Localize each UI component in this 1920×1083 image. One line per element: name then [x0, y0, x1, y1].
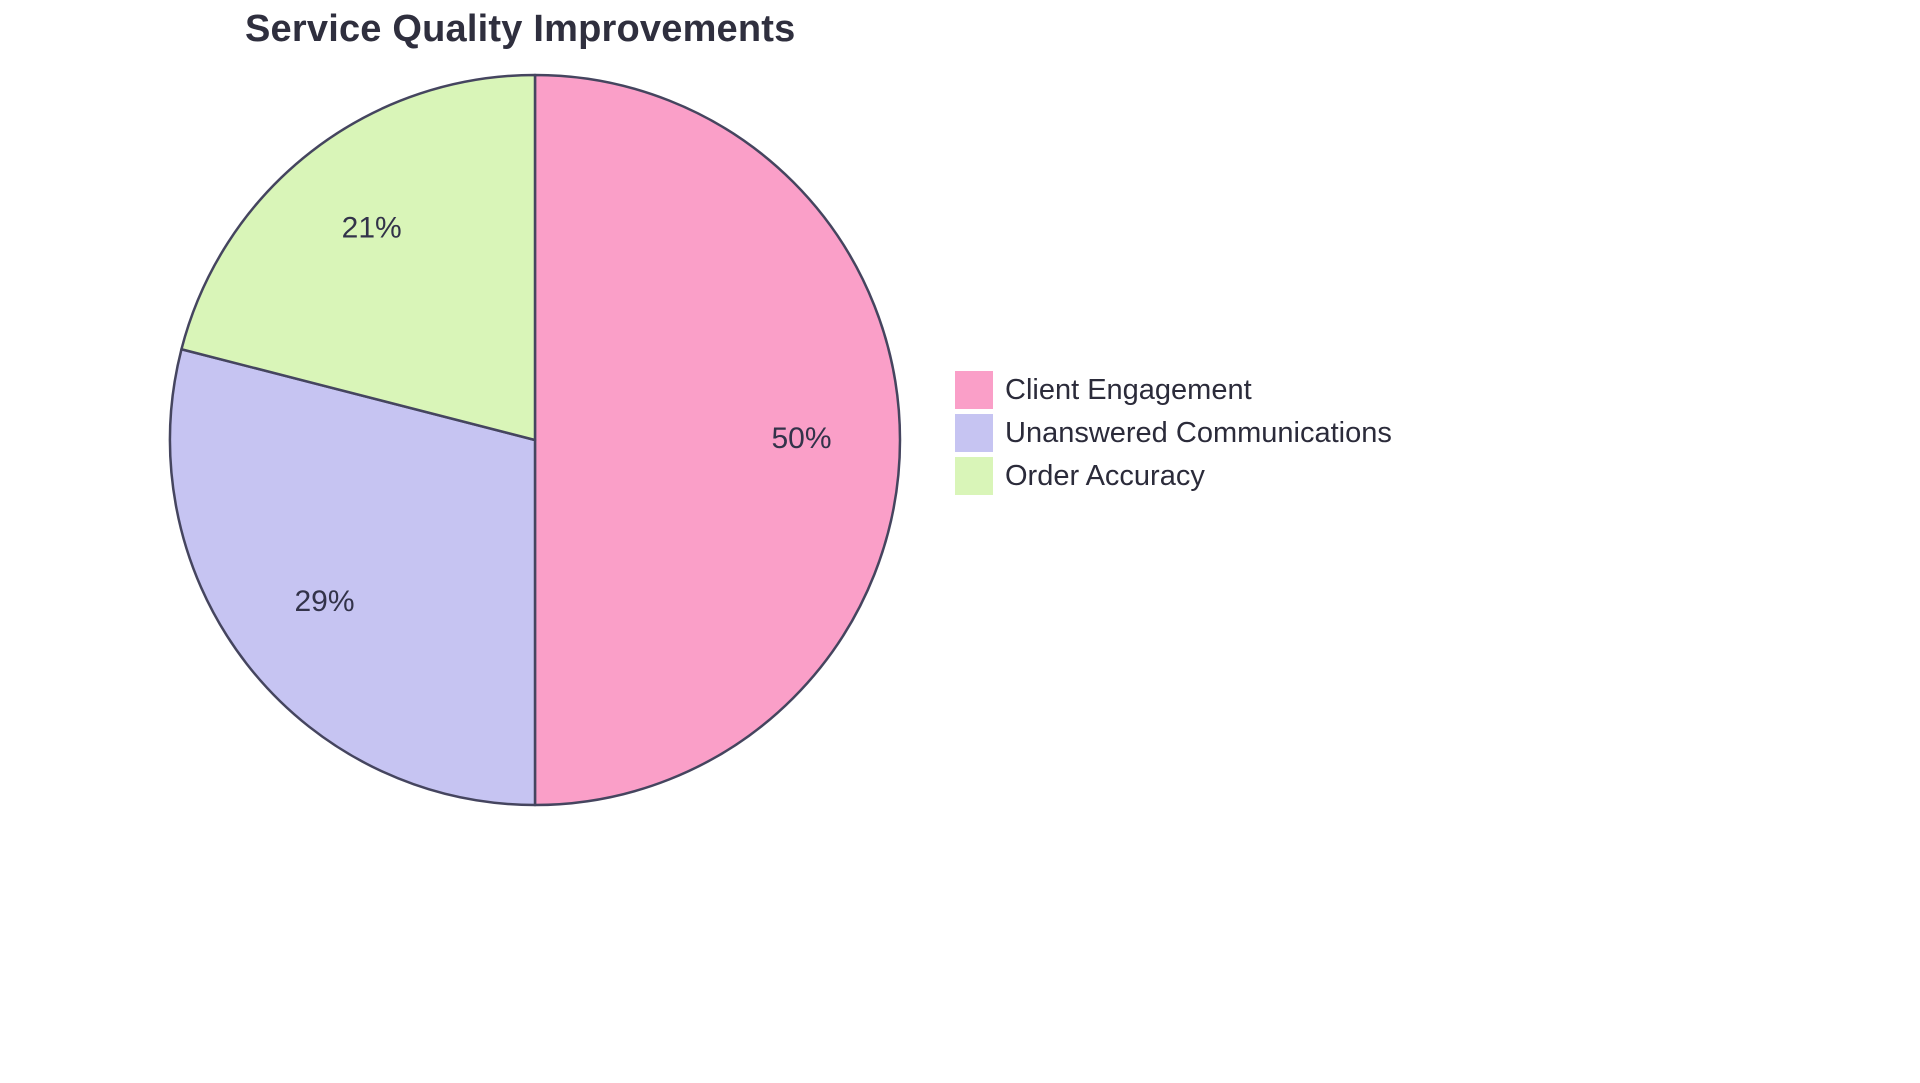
legend-label: Order Accuracy [1005, 459, 1205, 492]
legend-label: Client Engagement [1005, 373, 1252, 406]
slice-percentage-label: 29% [294, 585, 354, 618]
pie-slice-0 [533, 73, 902, 807]
legend-item: Unanswered Communications [955, 414, 1392, 452]
legend-swatch [955, 414, 993, 452]
chart-title: Service Quality Improvements [245, 8, 796, 50]
legend-swatch [955, 371, 993, 409]
pie-slice-2 [180, 73, 537, 442]
legend-label: Unanswered Communications [1005, 416, 1392, 449]
pie-slice-1 [168, 347, 537, 807]
chart-legend: Client Engagement Unanswered Communicatio… [955, 371, 1392, 495]
legend-item: Client Engagement [955, 371, 1392, 409]
slice-percentage-label: 50% [771, 422, 831, 455]
slice-percentage-label: 21% [342, 211, 402, 244]
legend-swatch [955, 457, 993, 495]
legend-item: Order Accuracy [955, 457, 1392, 495]
